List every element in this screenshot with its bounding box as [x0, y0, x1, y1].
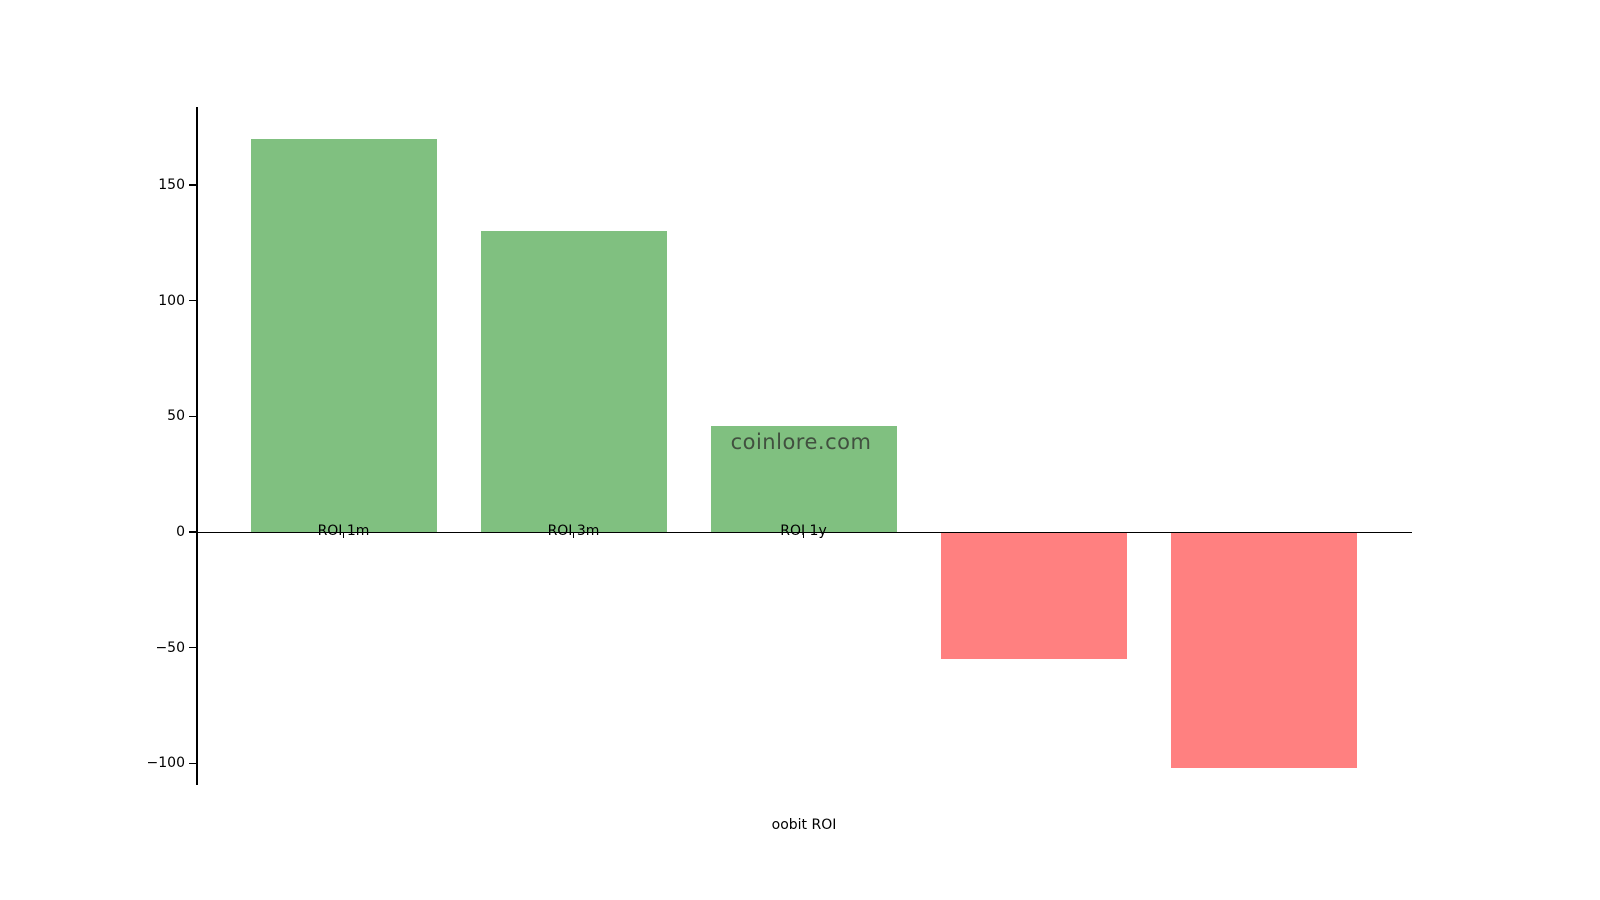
- y-tick-label: 100: [158, 292, 185, 309]
- y-tick-label: 50: [167, 408, 185, 425]
- bar-roi-3m: [480, 231, 667, 532]
- x-tick-mark: [342, 532, 345, 538]
- x-axis-title: oobit ROI: [771, 817, 837, 833]
- y-tick-mark: [189, 299, 196, 302]
- y-tick-label: −50: [155, 639, 185, 656]
- bar-unlabeled-3: [940, 532, 1127, 660]
- y-tick-mark: [189, 762, 196, 765]
- bar-roi-1y: [710, 425, 897, 532]
- y-tick-label: 150: [158, 176, 185, 193]
- y-tick-mark: [189, 415, 196, 418]
- y-tick-mark: [189, 646, 196, 649]
- bar-roi-1m: [250, 138, 437, 532]
- y-tick-label: −100: [146, 755, 185, 772]
- x-tick-label: ROI 1m: [317, 523, 370, 539]
- y-tick-mark: [189, 184, 196, 186]
- y-axis-spine: [196, 107, 198, 785]
- y-tick-label: 0: [176, 524, 185, 540]
- y-tick-mark: [189, 531, 196, 533]
- x-tick-mark: [572, 532, 575, 538]
- bar-unlabeled-4: [1170, 532, 1357, 768]
- x-tick-label: ROI 3m: [547, 523, 600, 539]
- x-tick-mark: [802, 532, 805, 538]
- x-tick-label: ROI 1y: [780, 523, 827, 539]
- watermark-text: coinlore.com: [730, 430, 872, 454]
